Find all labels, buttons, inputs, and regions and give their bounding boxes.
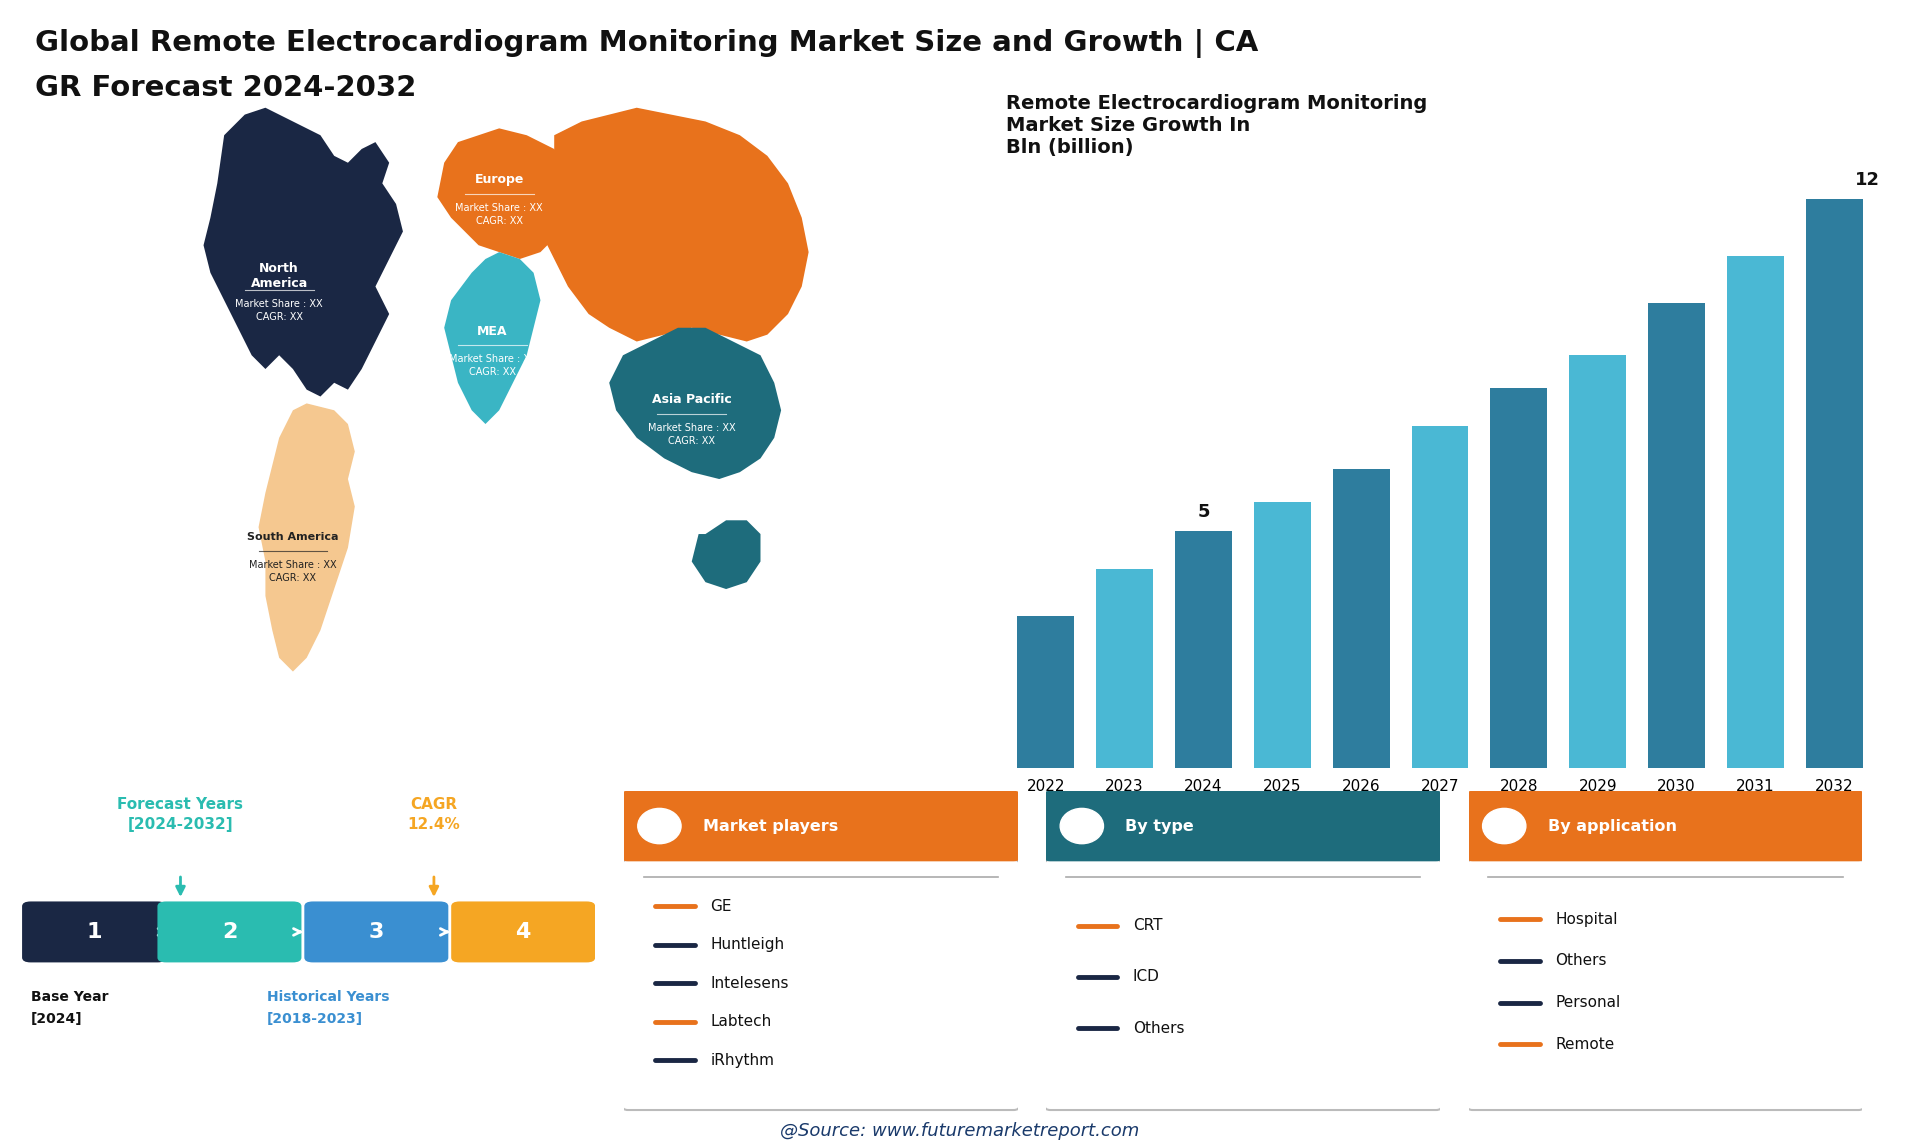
FancyBboxPatch shape (451, 902, 595, 963)
Circle shape (1060, 808, 1104, 843)
Text: 5: 5 (1198, 503, 1210, 521)
Circle shape (637, 808, 682, 843)
Text: 4: 4 (515, 921, 532, 942)
Bar (1728, 256, 1784, 768)
Bar (1018, 617, 1073, 768)
Text: By application: By application (1548, 818, 1676, 833)
FancyBboxPatch shape (1465, 791, 1866, 862)
Text: By type: By type (1125, 818, 1194, 833)
Polygon shape (691, 520, 760, 589)
Text: Market players: Market players (703, 818, 837, 833)
Text: @Source: www.futuremarketreport.com: @Source: www.futuremarketreport.com (780, 1122, 1140, 1140)
Text: Intelesens: Intelesens (710, 975, 789, 991)
Polygon shape (204, 108, 403, 397)
Bar (1411, 426, 1469, 768)
Text: Hospital: Hospital (1555, 911, 1619, 927)
Text: Remote: Remote (1555, 1037, 1615, 1052)
FancyBboxPatch shape (1467, 860, 1864, 1110)
FancyBboxPatch shape (23, 902, 165, 963)
Text: Huntleigh: Huntleigh (710, 937, 785, 952)
Bar (1569, 355, 1626, 768)
Text: Market Share : XX
CAGR: XX: Market Share : XX CAGR: XX (449, 354, 536, 377)
Text: Remote Electrocardiogram Monitoring
Market Size Growth In
Bln (billion): Remote Electrocardiogram Monitoring Mark… (1006, 94, 1428, 157)
Text: 2: 2 (221, 921, 238, 942)
Polygon shape (438, 128, 582, 259)
Text: [2018-2023]: [2018-2023] (267, 1012, 363, 1026)
FancyBboxPatch shape (157, 902, 301, 963)
Circle shape (1482, 808, 1526, 843)
Text: GR Forecast 2024-2032: GR Forecast 2024-2032 (35, 74, 417, 102)
FancyBboxPatch shape (303, 902, 447, 963)
FancyBboxPatch shape (620, 791, 1021, 862)
Text: Market Share : XX
CAGR: XX: Market Share : XX CAGR: XX (250, 560, 336, 583)
Bar (1490, 388, 1548, 768)
Text: 1: 1 (86, 921, 102, 942)
Text: Others: Others (1555, 953, 1607, 968)
Bar (1254, 502, 1311, 768)
Text: Europe: Europe (474, 173, 524, 187)
Bar (1096, 568, 1152, 768)
Text: CRT: CRT (1133, 918, 1162, 933)
Text: GE: GE (710, 898, 732, 913)
Bar (1175, 531, 1233, 768)
Text: 3: 3 (369, 921, 384, 942)
Text: Historical Years: Historical Years (267, 990, 390, 1004)
Polygon shape (609, 328, 781, 479)
Text: Others: Others (1133, 1021, 1185, 1036)
Bar (1807, 198, 1862, 768)
Text: MEA: MEA (476, 324, 507, 338)
Text: Market Share : XX
CAGR: XX: Market Share : XX CAGR: XX (455, 203, 543, 226)
Text: South America: South America (248, 533, 338, 542)
Text: Labtech: Labtech (710, 1014, 772, 1029)
Polygon shape (259, 403, 355, 672)
Text: Market Share : XX
CAGR: XX: Market Share : XX CAGR: XX (236, 299, 323, 322)
Text: CAGR
12.4%: CAGR 12.4% (407, 798, 461, 832)
Bar (1332, 469, 1390, 768)
Text: Base Year: Base Year (31, 990, 108, 1004)
Text: [2024]: [2024] (31, 1012, 83, 1026)
FancyBboxPatch shape (622, 860, 1020, 1110)
Text: Forecast Years
[2024-2032]: Forecast Years [2024-2032] (117, 798, 244, 832)
Text: Market Share : XX
CAGR: XX: Market Share : XX CAGR: XX (647, 423, 735, 446)
Text: Global Remote Electrocardiogram Monitoring Market Size and Growth | CA: Global Remote Electrocardiogram Monitori… (35, 29, 1258, 57)
Text: Personal: Personal (1555, 995, 1620, 1010)
Polygon shape (444, 252, 540, 424)
Text: 12: 12 (1855, 171, 1880, 189)
Polygon shape (540, 108, 808, 342)
Text: iRhythm: iRhythm (710, 1053, 774, 1068)
Text: Asia Pacific: Asia Pacific (653, 393, 732, 407)
Text: North
America: North America (250, 262, 307, 290)
Text: ICD: ICD (1133, 970, 1160, 984)
FancyBboxPatch shape (1044, 860, 1442, 1110)
FancyBboxPatch shape (1043, 791, 1444, 862)
Bar (1647, 303, 1705, 768)
